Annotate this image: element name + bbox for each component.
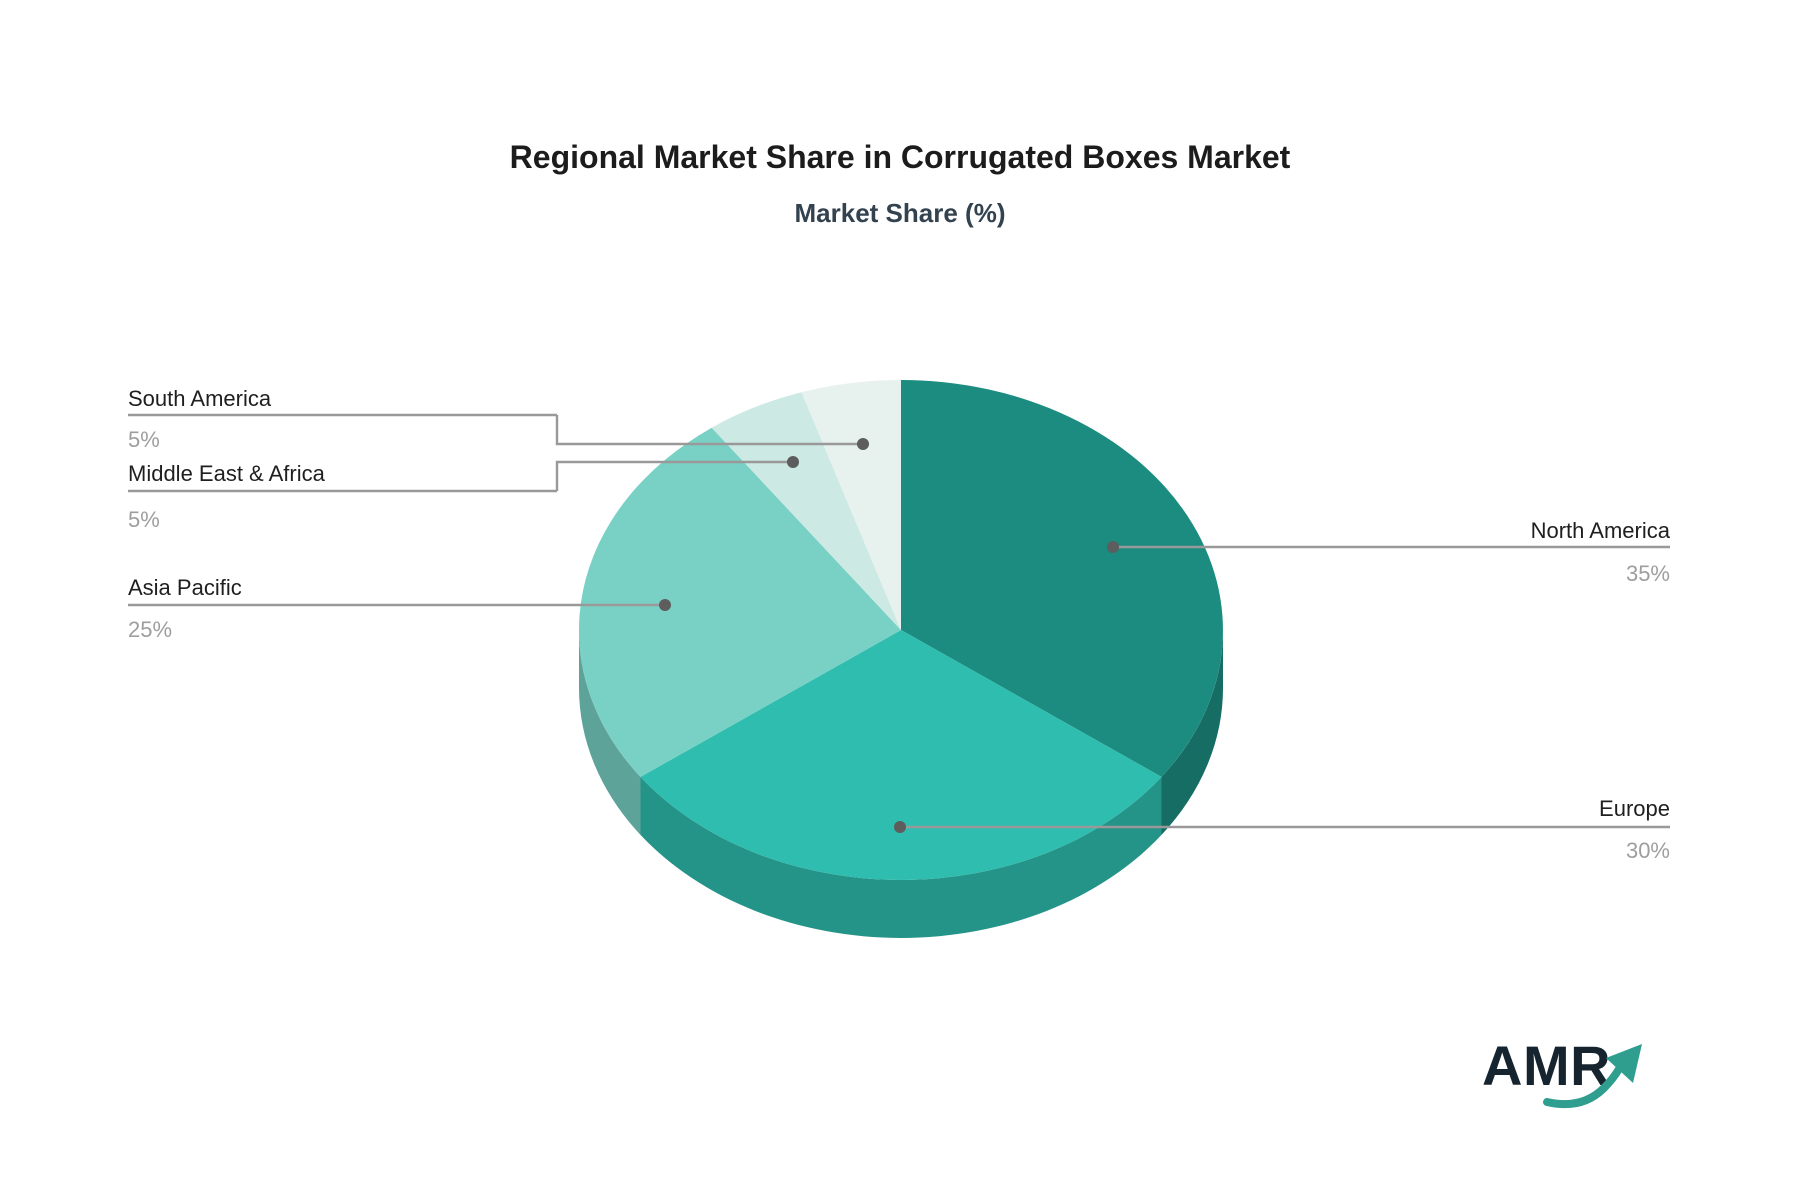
pie-slice-south-america (801, 379, 901, 630)
callout-label-asia-pacific: Asia Pacific (128, 575, 242, 600)
callout-value-south-america: 5% (128, 427, 160, 452)
callout-value-north-america: 35% (1626, 561, 1670, 586)
callout-label-north-america: North America (1531, 518, 1671, 543)
pie-slice-asia-pacific (578, 427, 901, 777)
callout-label-middle-east-africa: Middle East & Africa (128, 461, 326, 486)
pie-slice-europe (640, 630, 1162, 880)
pie-slice-side-asia-pacific (579, 630, 641, 835)
callout-line-south-america (555, 415, 863, 446)
chart-title: Regional Market Share in Corrugated Boxe… (510, 139, 1291, 175)
callout-line-middle-east-africa (555, 460, 793, 491)
callout-dot-north-america (1107, 541, 1119, 553)
callout-dot-asia-pacific (659, 599, 671, 611)
callout-south-america: South America 5% (128, 386, 869, 452)
callout-asia-pacific: Asia Pacific 25% (128, 575, 671, 642)
callout-value-europe: 30% (1626, 838, 1670, 863)
callout-europe: Europe 30% (894, 796, 1670, 863)
callout-value-asia-pacific: 25% (128, 617, 172, 642)
amr-logo: AMR (1482, 1034, 1642, 1109)
pie-slices (578, 379, 1223, 938)
pie-slice-side-north-america (1161, 630, 1223, 835)
pie-slice-north-america (901, 380, 1223, 777)
amr-arrowhead-icon (1606, 1044, 1642, 1083)
callout-label-south-america: South America (128, 386, 272, 411)
callout-value-middle-east-africa: 5% (128, 507, 160, 532)
callout-north-america: North America 35% (1107, 518, 1671, 586)
callout-label-europe: Europe (1599, 796, 1670, 821)
amr-arrow-icon (1543, 1065, 1623, 1109)
chart-subtitle: Market Share (%) (795, 198, 1006, 228)
callout-dot-south-america (857, 438, 869, 450)
amr-logo-text: AMR (1482, 1034, 1611, 1097)
pie-slice-side-europe (640, 776, 1162, 938)
pie-slice-middle-east-africa (711, 392, 901, 630)
callout-dot-europe (894, 821, 906, 833)
callout-dot-middle-east-africa (787, 456, 799, 468)
callout-middle-east-africa: Middle East & Africa 5% (128, 456, 799, 532)
